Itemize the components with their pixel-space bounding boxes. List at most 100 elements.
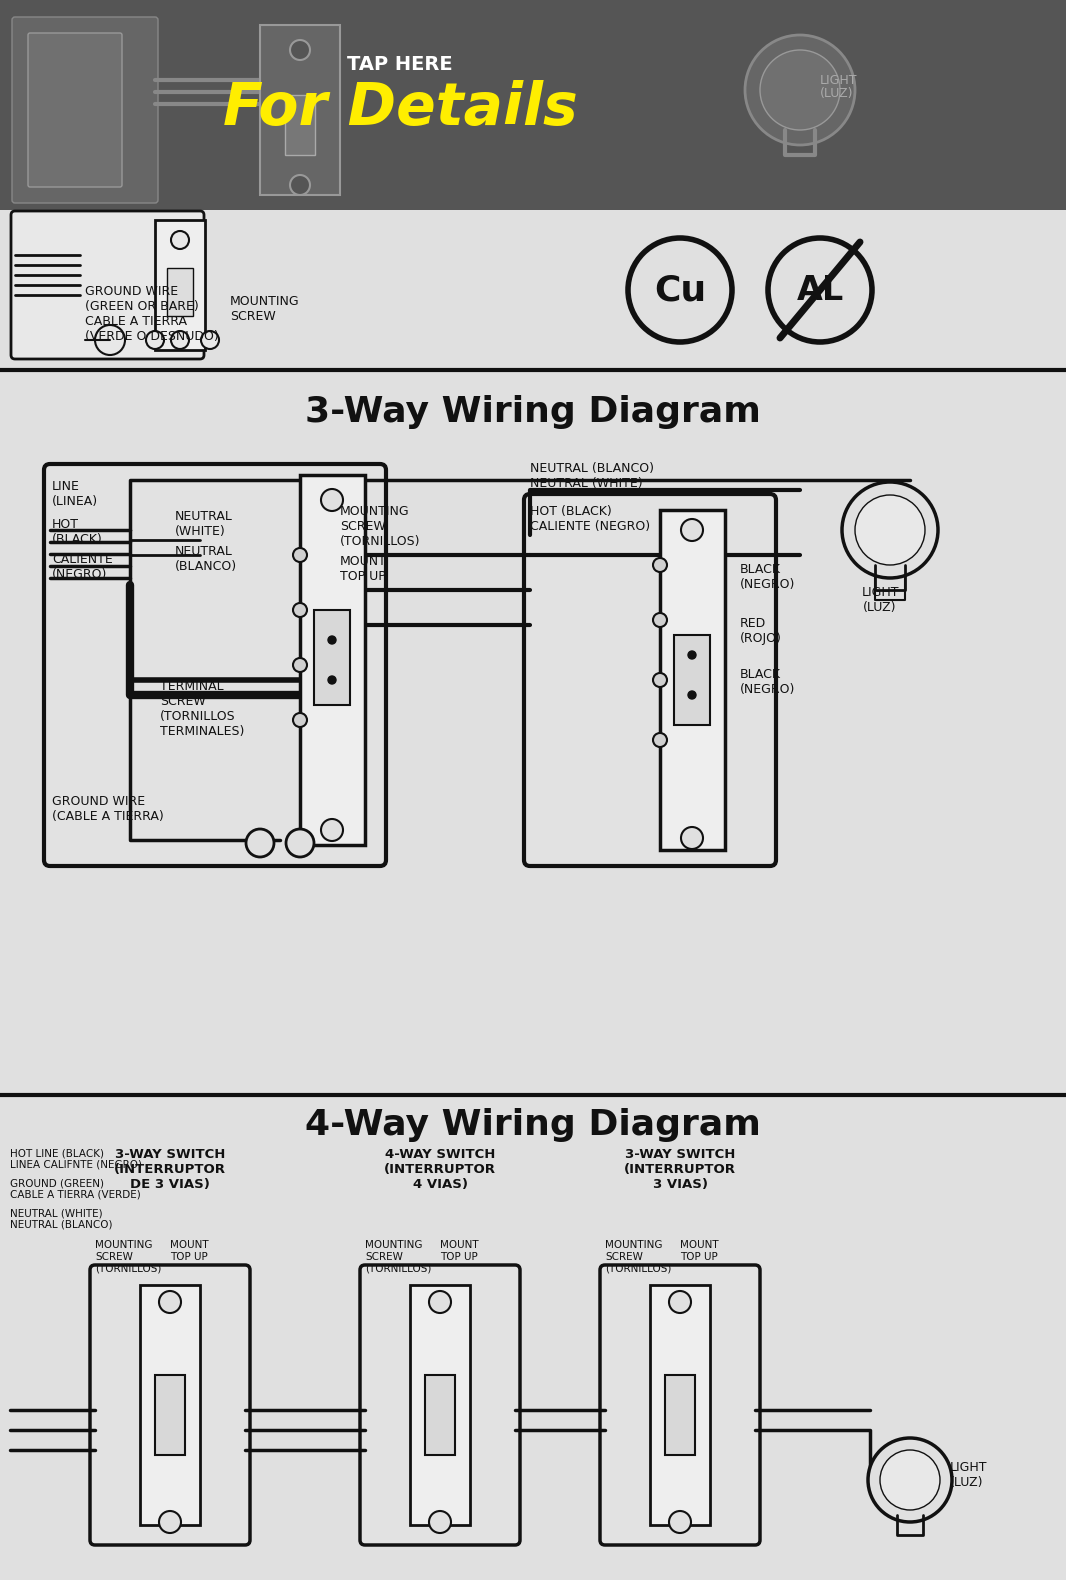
Circle shape [171, 330, 189, 349]
Circle shape [855, 495, 925, 566]
Text: MOUNTING
SCREW: MOUNTING SCREW [230, 295, 300, 322]
Circle shape [429, 1291, 451, 1313]
Circle shape [881, 1450, 940, 1510]
Text: MOUNT
TOP UP: MOUNT TOP UP [169, 1240, 209, 1261]
FancyBboxPatch shape [11, 212, 204, 359]
Text: LINE
(LINEA): LINE (LINEA) [52, 480, 98, 509]
Text: HOT LINE (BLACK)
LINEA CALIFNTE (NEGRO): HOT LINE (BLACK) LINEA CALIFNTE (NEGRO) [10, 1149, 142, 1169]
Text: RED
(ROJO): RED (ROJO) [740, 618, 781, 645]
Text: For Details: For Details [223, 81, 578, 137]
Circle shape [159, 1291, 181, 1313]
Bar [0, 210, 1066, 370]
FancyBboxPatch shape [90, 1266, 251, 1545]
Text: 3-WAY SWITCH
(INTERRUPTOR
3 VIAS): 3-WAY SWITCH (INTERRUPTOR 3 VIAS) [624, 1149, 736, 1191]
Circle shape [293, 657, 307, 672]
FancyBboxPatch shape [600, 1266, 760, 1545]
Text: LIGHT: LIGHT [820, 74, 857, 87]
Bar [167, 269, 193, 316]
Text: MOUNT
TOP UP: MOUNT TOP UP [340, 555, 387, 583]
Text: HOT (BLACK)
CALIENTE (NEGRO): HOT (BLACK) CALIENTE (NEGRO) [530, 506, 650, 532]
Bar [660, 510, 725, 850]
FancyBboxPatch shape [360, 1266, 520, 1545]
Text: MOUNTING
SCREW
(TORNILLOS): MOUNTING SCREW (TORNILLOS) [340, 506, 420, 548]
Text: CALIENTE
(NEGRO): CALIENTE (NEGRO) [52, 553, 113, 581]
Circle shape [688, 651, 696, 659]
FancyBboxPatch shape [524, 495, 776, 866]
Text: NEUTRAL
(BLANCO): NEUTRAL (BLANCO) [175, 545, 237, 574]
Text: MOUNTING
SCREW
(TORNILLOS): MOUNTING SCREW (TORNILLOS) [95, 1240, 161, 1273]
Circle shape [681, 518, 702, 540]
Text: MOUNTING
SCREW
(TORNILLOS): MOUNTING SCREW (TORNILLOS) [605, 1240, 672, 1273]
Text: HOT
(BLACK): HOT (BLACK) [52, 518, 102, 547]
Text: GROUND WIRE
(CABLE A TIERRA): GROUND WIRE (CABLE A TIERRA) [52, 795, 164, 823]
Text: TERMINAL
SCREW
(TORNILLOS
TERMINALES): TERMINAL SCREW (TORNILLOS TERMINALES) [160, 679, 244, 738]
Bar [650, 1285, 710, 1525]
Text: TAP HERE: TAP HERE [348, 55, 453, 74]
Text: LIGHT
(LUZ): LIGHT (LUZ) [950, 1462, 987, 1488]
Text: GROUND (GREEN)
CABLE A TIERRA (VERDE): GROUND (GREEN) CABLE A TIERRA (VERDE) [10, 1179, 141, 1199]
Bar [0, 370, 1066, 1095]
FancyBboxPatch shape [12, 17, 158, 202]
Text: NEUTRAL (BLANCO)
NEUTRAL (WHITE): NEUTRAL (BLANCO) NEUTRAL (WHITE) [530, 461, 655, 490]
Text: MOUNT
TOP UP: MOUNT TOP UP [680, 1240, 718, 1261]
Circle shape [669, 1291, 691, 1313]
Circle shape [321, 488, 343, 510]
Text: GROUND WIRE
(GREEN OR BARE): GROUND WIRE (GREEN OR BARE) [85, 284, 198, 313]
Circle shape [653, 733, 667, 747]
Circle shape [669, 1510, 691, 1533]
Text: CABLE A TIERRA
(VERDE O DESNUDO): CABLE A TIERRA (VERDE O DESNUDO) [85, 314, 219, 343]
Circle shape [768, 239, 872, 341]
Bar [0, 0, 1066, 210]
Circle shape [201, 330, 219, 349]
Circle shape [842, 482, 938, 578]
Circle shape [328, 637, 336, 645]
Circle shape [290, 175, 310, 194]
Bar [140, 1285, 200, 1525]
Bar [425, 1375, 455, 1455]
Bar [0, 1095, 1066, 1580]
Circle shape [653, 558, 667, 572]
Bar [260, 25, 340, 194]
Circle shape [159, 1510, 181, 1533]
Text: MOUNT
TOP UP: MOUNT TOP UP [440, 1240, 479, 1261]
Bar [674, 635, 710, 725]
Circle shape [246, 830, 274, 856]
Text: 4-Way Wiring Diagram: 4-Way Wiring Diagram [305, 1108, 761, 1142]
Text: 3-WAY SWITCH
(INTERRUPTOR
DE 3 VIAS): 3-WAY SWITCH (INTERRUPTOR DE 3 VIAS) [114, 1149, 226, 1191]
FancyBboxPatch shape [44, 465, 386, 866]
Text: 4-WAY SWITCH
(INTERRUPTOR
4 VIAS): 4-WAY SWITCH (INTERRUPTOR 4 VIAS) [384, 1149, 496, 1191]
Text: BLACK
(NEGRO): BLACK (NEGRO) [740, 562, 795, 591]
Circle shape [328, 676, 336, 684]
Text: AL: AL [796, 273, 843, 307]
Circle shape [688, 690, 696, 698]
Circle shape [171, 231, 189, 250]
Circle shape [745, 35, 855, 145]
Bar [665, 1375, 695, 1455]
Circle shape [290, 40, 310, 60]
Circle shape [293, 548, 307, 562]
Circle shape [868, 1438, 952, 1522]
Circle shape [681, 826, 702, 848]
Text: 3-Way Wiring Diagram: 3-Way Wiring Diagram [305, 395, 761, 430]
Circle shape [653, 673, 667, 687]
Circle shape [95, 325, 125, 356]
Text: (LUZ): (LUZ) [820, 87, 854, 100]
Circle shape [429, 1510, 451, 1533]
Circle shape [321, 818, 343, 841]
Circle shape [146, 330, 164, 349]
Circle shape [286, 830, 314, 856]
Text: Cu: Cu [653, 273, 706, 307]
Circle shape [760, 51, 840, 130]
Bar [155, 220, 205, 351]
Text: NEUTRAL (WHITE)
NEUTRAL (BLANCO): NEUTRAL (WHITE) NEUTRAL (BLANCO) [10, 1209, 113, 1229]
Bar [285, 95, 314, 155]
Bar [314, 610, 350, 705]
Bar [155, 1375, 185, 1455]
Circle shape [628, 239, 732, 341]
Circle shape [293, 713, 307, 727]
Text: LIGHT
(LUZ): LIGHT (LUZ) [861, 586, 899, 615]
Bar [410, 1285, 470, 1525]
Text: BLACK
(NEGRO): BLACK (NEGRO) [740, 668, 795, 697]
Text: NEUTRAL
(WHITE): NEUTRAL (WHITE) [175, 510, 232, 539]
FancyBboxPatch shape [28, 33, 122, 186]
